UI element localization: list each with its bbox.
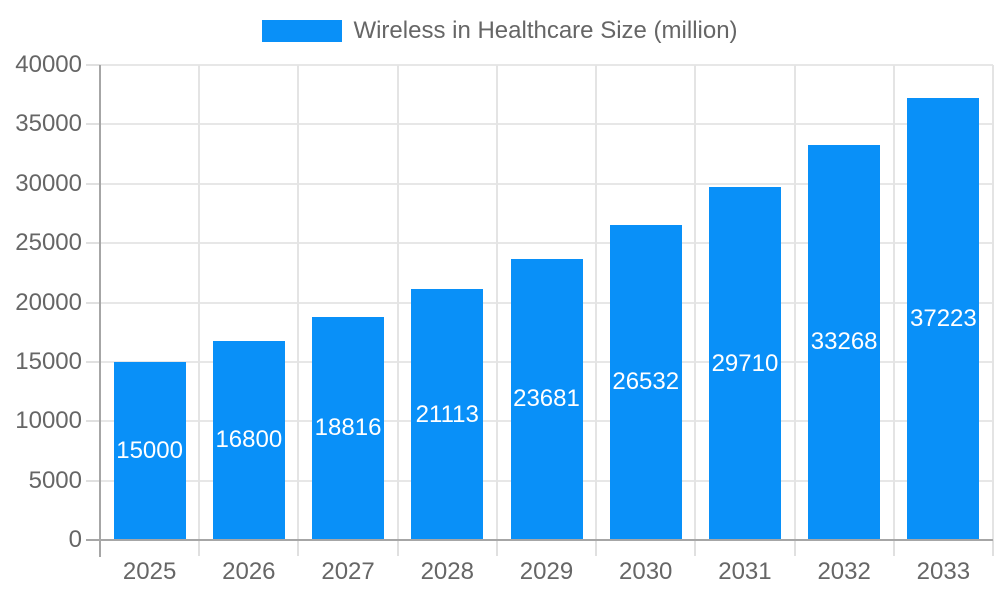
y-axis-tick <box>86 479 100 482</box>
bar-2028[interactable] <box>411 289 484 540</box>
bar-value-label: 16800 <box>215 426 283 454</box>
bar-value-label: 26532 <box>612 368 680 396</box>
x-tick-label: 2031 <box>718 558 772 585</box>
chart-legend[interactable]: Wireless in Healthcare Size (million) <box>0 18 1000 44</box>
legend-swatch-icon <box>262 20 343 42</box>
gridline-vertical <box>396 65 399 540</box>
gridline-vertical <box>793 65 796 540</box>
bar-2032[interactable] <box>808 144 881 540</box>
x-axis-tick <box>297 540 300 556</box>
gridline-vertical <box>495 65 498 540</box>
gridline-vertical <box>694 65 697 540</box>
x-axis-tick <box>495 540 498 556</box>
x-axis-tick <box>892 540 895 556</box>
y-tick-label: 20000 <box>15 288 82 316</box>
y-axis-tick <box>86 64 100 66</box>
bar-value-label: 15000 <box>116 436 183 464</box>
bar-value-label: 37223 <box>910 304 977 332</box>
gridline-horizontal <box>100 123 993 126</box>
bar-2030[interactable] <box>609 224 682 540</box>
gridline-horizontal <box>100 182 993 185</box>
x-axis-tick <box>992 540 994 556</box>
y-axis-tick <box>86 182 100 185</box>
bar-2033[interactable] <box>907 97 980 540</box>
x-tick-label: 2029 <box>519 558 574 585</box>
bar-value-label: 33268 <box>810 328 878 356</box>
y-tick-label: 10000 <box>15 407 82 435</box>
x-tick-label: 2026 <box>222 558 276 585</box>
gridline-horizontal <box>100 64 993 66</box>
y-axis-line <box>99 65 101 557</box>
y-axis-tick <box>86 420 100 423</box>
bar-value-label: 18816 <box>314 414 382 442</box>
x-axis-tick <box>595 540 598 556</box>
bar-value-label: 23681 <box>513 385 580 413</box>
y-tick-label: 5000 <box>28 466 82 494</box>
x-axis-tick <box>694 540 697 556</box>
x-tick-label: 2032 <box>817 558 871 585</box>
x-axis-baseline <box>86 539 993 541</box>
bar-value-label: 29710 <box>711 349 779 377</box>
bar-2027[interactable] <box>312 316 385 540</box>
bar-2026[interactable] <box>212 340 285 540</box>
gridline-vertical <box>595 65 598 540</box>
x-axis-tick <box>198 540 201 556</box>
y-tick-label: 0 <box>68 526 82 553</box>
y-tick-label: 25000 <box>15 229 82 257</box>
gridline-vertical <box>892 65 895 540</box>
y-axis-tick <box>86 123 100 126</box>
y-tick-label: 40000 <box>15 51 82 78</box>
y-tick-label: 15000 <box>15 347 82 375</box>
bar-2031[interactable] <box>708 187 781 540</box>
bar-2029[interactable] <box>510 258 583 540</box>
y-tick-label: 35000 <box>15 110 82 138</box>
bar-2025[interactable] <box>113 361 186 540</box>
x-axis-tick <box>396 540 399 556</box>
x-tick-label: 2030 <box>619 558 673 585</box>
gridline-horizontal <box>100 242 993 245</box>
x-axis-tick <box>793 540 796 556</box>
gridline-vertical <box>297 65 300 540</box>
legend-label: Wireless in Healthcare Size (million) <box>353 17 738 44</box>
bar-value-label: 21113 <box>415 400 479 428</box>
gridline-vertical <box>198 65 201 540</box>
y-axis-tick <box>86 360 100 363</box>
gridline-vertical <box>992 65 994 540</box>
x-tick-label: 2027 <box>321 558 375 585</box>
x-tick-label: 2028 <box>420 558 474 585</box>
y-axis-tick <box>86 242 100 245</box>
y-tick-label: 30000 <box>15 169 82 197</box>
x-tick-label: 2025 <box>122 558 177 585</box>
y-axis-tick <box>86 301 100 304</box>
x-tick-label: 2033 <box>916 558 971 585</box>
